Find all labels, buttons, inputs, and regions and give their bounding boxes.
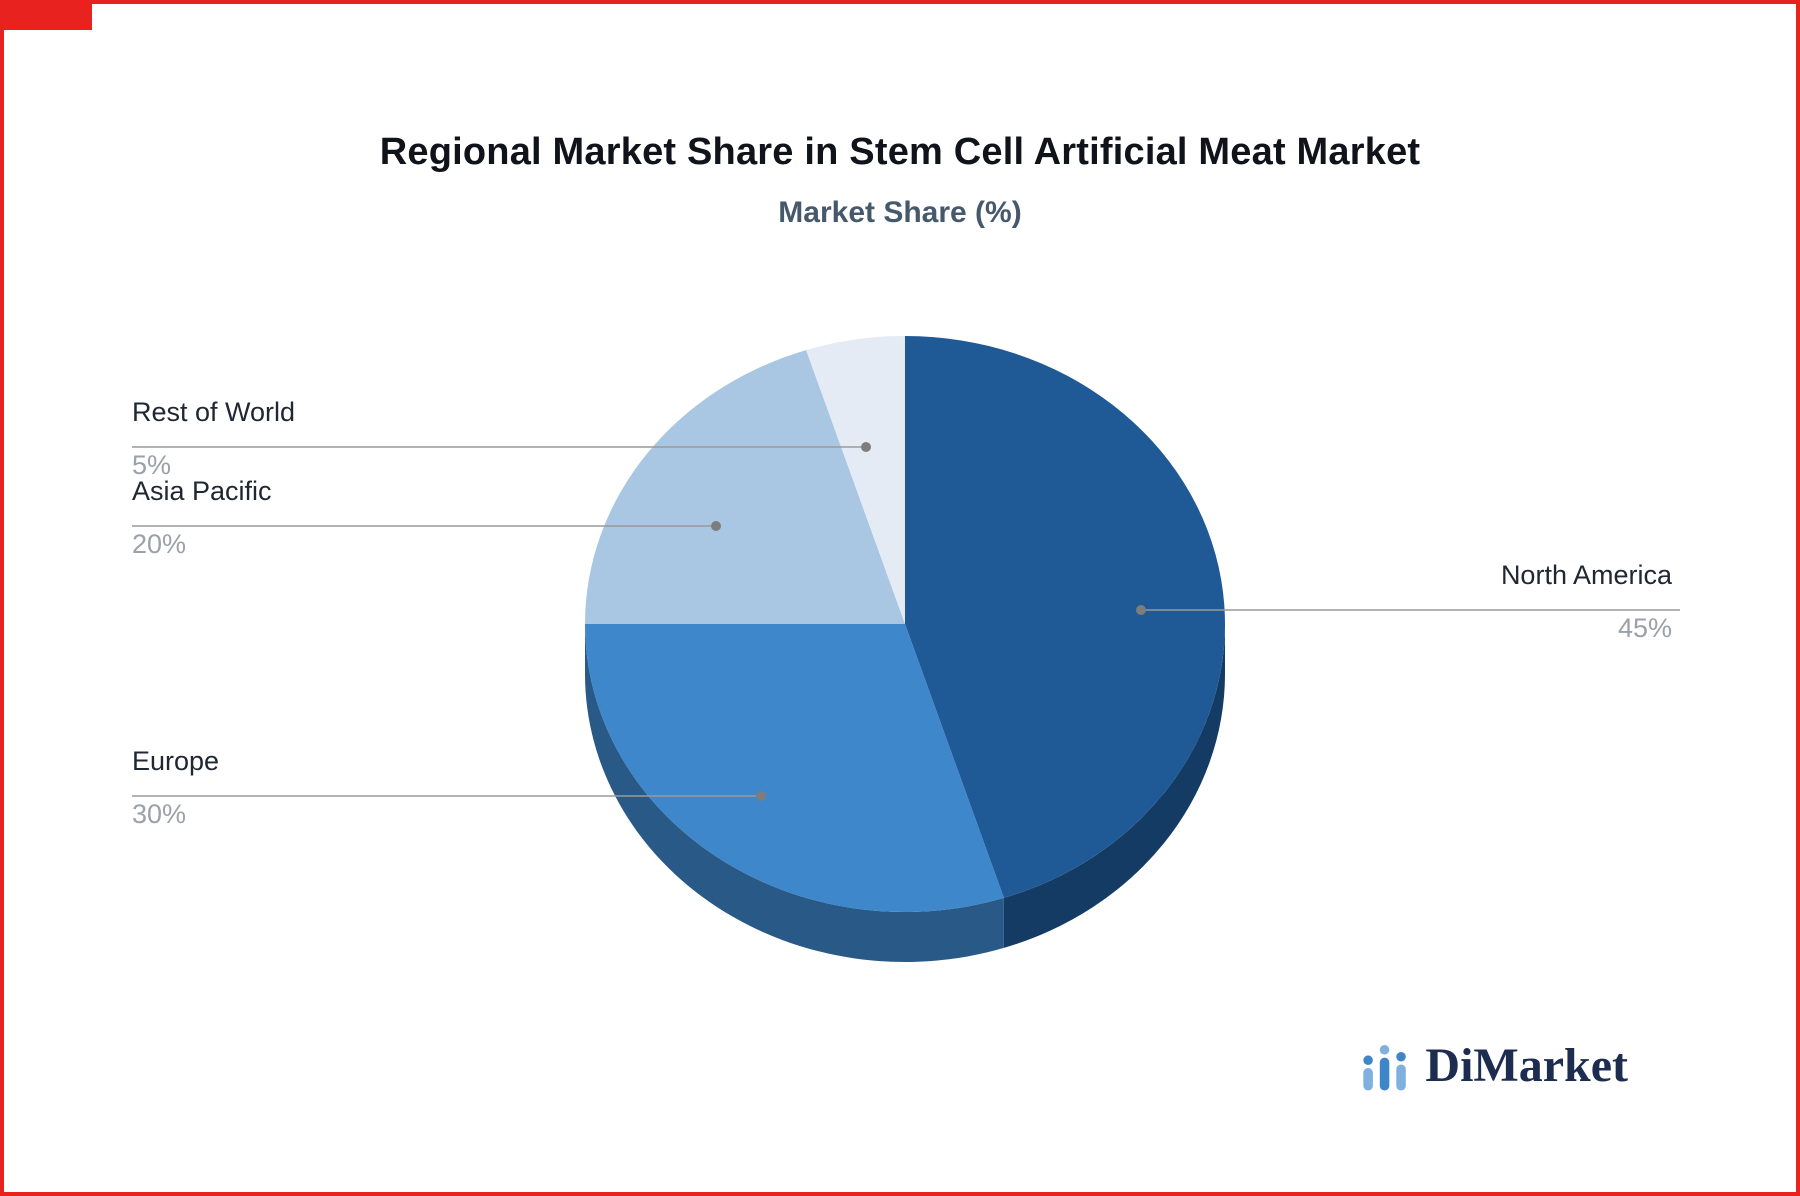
slice-percent: 20% (132, 529, 187, 559)
dimarket-logo: DiMarket (1359, 1038, 1628, 1094)
dimarket-logo-text: DiMarket (1425, 1039, 1628, 1092)
callout-asia-pacific: Asia Pacific 20% (132, 476, 272, 558)
callout-north-america: North America 45% (1501, 560, 1672, 642)
slice-percent: 45% (1617, 613, 1672, 643)
slice-percent: 30% (132, 799, 187, 829)
corner-accent (0, 0, 92, 30)
callout-rest-of-world: Rest of World 5% (132, 397, 295, 479)
slice-label: Europe (132, 746, 220, 776)
chart-subtitle: Market Share (%) (778, 196, 1022, 229)
chart-page: Regional Market Share in Stem Cell Artif… (4, 4, 1796, 1192)
chart-title: Regional Market Share in Stem Cell Artif… (379, 131, 1421, 173)
slice-label: North America (1500, 560, 1672, 590)
slice-percent: 5% (132, 450, 172, 480)
callout-europe: Europe 30% (132, 746, 219, 828)
slice-label: Rest of World (132, 397, 296, 427)
bar-chart-icon (1363, 1045, 1407, 1091)
slice-label: Asia Pacific (132, 476, 272, 506)
